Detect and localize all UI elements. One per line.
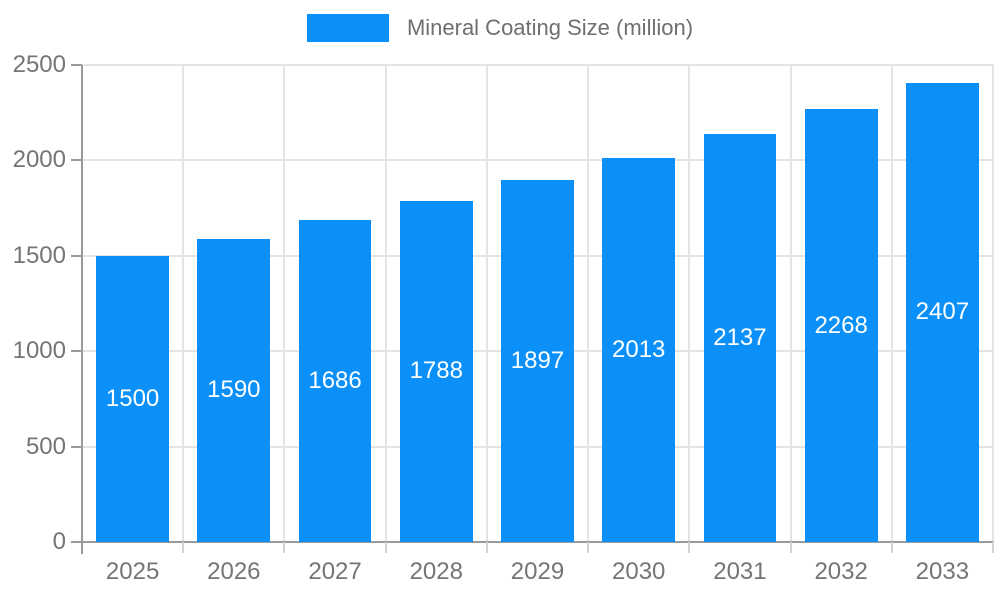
gridline-vertical (890, 65, 893, 542)
y-axis-tick (71, 350, 82, 353)
gridline-horizontal (82, 64, 993, 66)
bar[interactable]: 1897 (501, 180, 574, 542)
bar-value-label: 1590 (207, 376, 261, 404)
x-tick-label: 2029 (510, 558, 565, 585)
x-axis-tick (789, 542, 792, 553)
x-axis-tick (182, 542, 185, 553)
bar[interactable]: 2407 (905, 82, 979, 542)
y-tick-label: 2000 (12, 146, 66, 174)
legend-label: Mineral Coating Size (million) (406, 15, 694, 40)
y-tick-label: 2500 (12, 51, 66, 78)
x-tick-label: 2031 (713, 558, 767, 585)
x-tick-label: 2032 (814, 558, 868, 585)
gridline-vertical (384, 65, 387, 542)
y-axis-tick (71, 64, 82, 66)
x-tick-label: 2025 (105, 558, 160, 585)
gridline-vertical (688, 65, 691, 542)
y-tick-label: 0 (52, 528, 66, 555)
y-axis-tick (71, 159, 82, 162)
bar[interactable]: 1500 (96, 255, 170, 542)
bar-value-label: 2407 (915, 298, 970, 326)
x-tick-label: 2033 (915, 558, 970, 585)
bar[interactable]: 1788 (399, 200, 473, 542)
x-axis-tick (992, 542, 994, 553)
x-axis-tick (485, 542, 488, 553)
chart-legend[interactable]: Mineral Coating Size (million) (0, 14, 1000, 42)
x-axis-tick (587, 542, 590, 553)
bar-value-label: 1897 (510, 347, 565, 375)
bar[interactable]: 1590 (197, 238, 271, 542)
x-axis-tick (890, 542, 893, 553)
y-axis-tick (71, 445, 82, 448)
bar-value-label: 2268 (814, 311, 868, 339)
bar-value-label: 2013 (612, 335, 666, 363)
legend-color-swatch (306, 14, 389, 42)
bar-value-label: 1788 (409, 357, 463, 385)
x-axis-tick (688, 542, 691, 553)
gridline-vertical (485, 65, 488, 542)
gridline-vertical (789, 65, 792, 542)
plot-area: 0 500 1000 1500 2000 2500 1500 2025 1590 2026 1686… (13, 51, 994, 585)
bar[interactable]: 2137 (703, 134, 777, 542)
gridline-vertical (992, 65, 994, 542)
gridline-vertical (182, 65, 185, 542)
gridline-horizontal (82, 159, 993, 162)
bar[interactable]: 1686 (298, 220, 372, 542)
x-axis-tick (283, 542, 286, 553)
gridline-vertical (587, 65, 590, 542)
y-tick-label: 500 (25, 432, 66, 460)
bar[interactable]: 2013 (602, 157, 676, 542)
y-axis-tick (71, 541, 82, 543)
x-tick-label: 2030 (612, 558, 666, 585)
y-tick-label: 1000 (12, 337, 66, 365)
x-axis-line (82, 541, 993, 543)
x-tick-label: 2026 (207, 558, 261, 585)
y-axis-line (81, 65, 83, 554)
x-axis-tick (384, 542, 387, 553)
gridline-vertical (283, 65, 286, 542)
y-tick-label: 1500 (12, 241, 66, 269)
y-axis-tick (71, 254, 82, 257)
bar-value-label: 1500 (105, 384, 160, 412)
x-tick-label: 2028 (409, 558, 463, 585)
bar-value-label: 1686 (308, 367, 362, 395)
bar[interactable]: 2268 (804, 109, 878, 542)
bar-value-label: 2137 (713, 324, 767, 352)
x-tick-label: 2027 (308, 558, 362, 585)
